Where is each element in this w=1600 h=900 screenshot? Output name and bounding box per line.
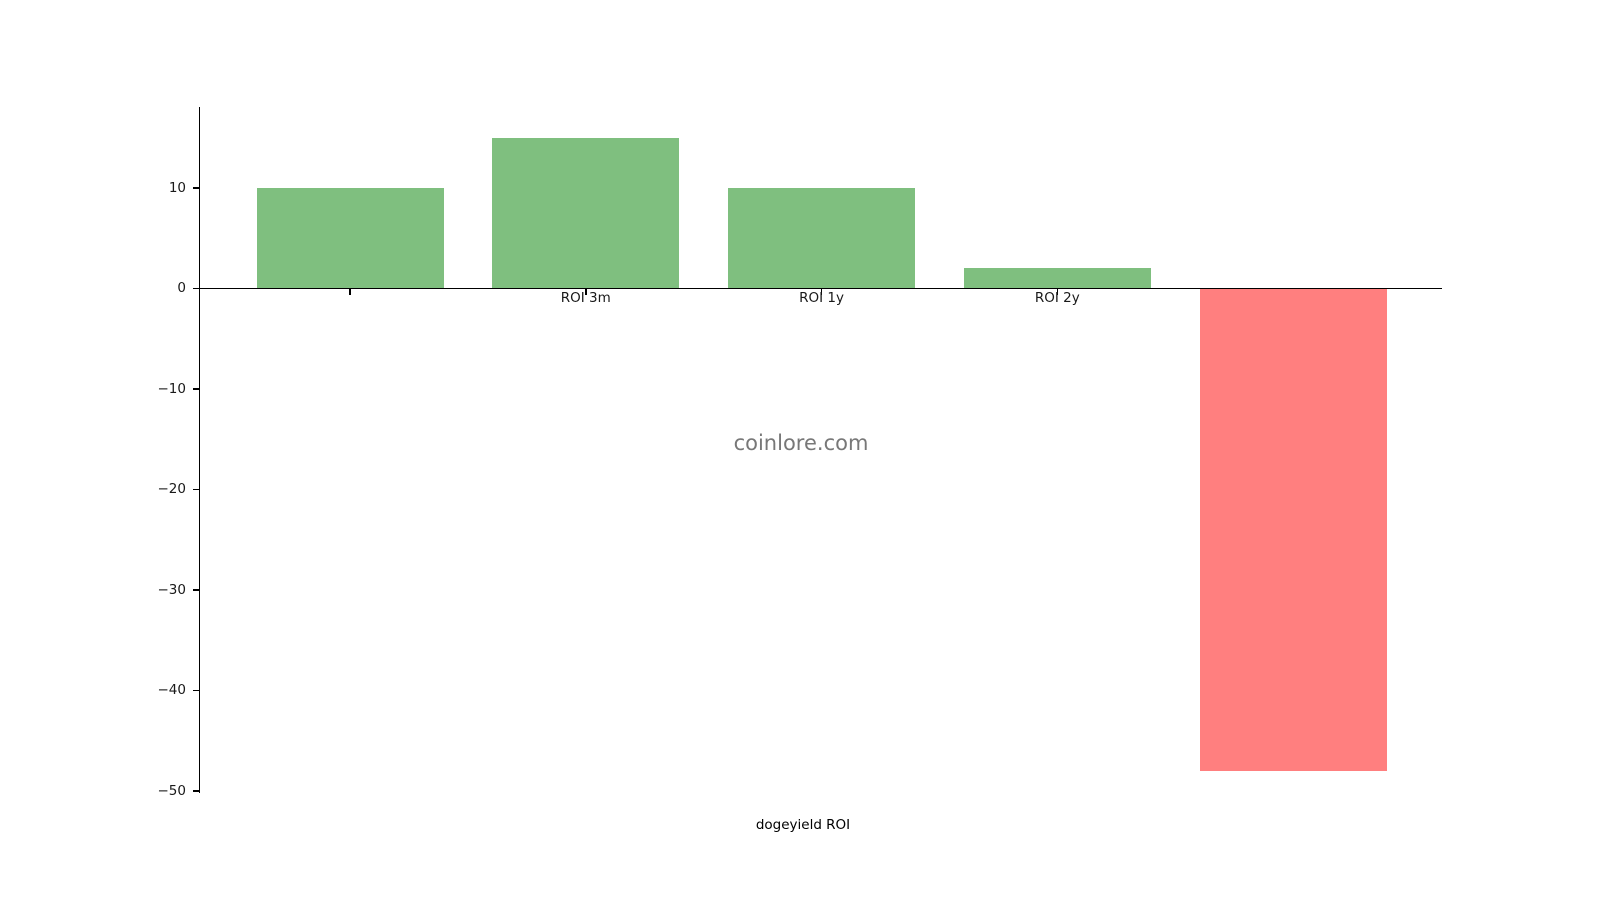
y-axis-line	[198, 107, 200, 793]
y-tick-label: 10	[168, 179, 186, 196]
bar-4	[1199, 288, 1387, 771]
bar-roi-2y	[963, 268, 1151, 289]
y-tick-mark	[192, 287, 199, 290]
x-tick-mark	[1056, 288, 1058, 295]
y-tick-label: −20	[157, 481, 187, 497]
x-tick-mark	[585, 288, 587, 295]
y-tick-mark	[192, 689, 199, 692]
y-tick-mark	[192, 589, 199, 591]
watermark-text: coinlore.com	[733, 431, 869, 455]
x-axis-line	[198, 287, 1442, 290]
y-tick-mark	[192, 488, 199, 491]
y-tick-label: 0	[177, 280, 186, 296]
x-tick-label: ROI 3m	[560, 289, 611, 306]
y-tick-label: −40	[157, 682, 187, 698]
y-tick-label: −50	[157, 782, 187, 799]
y-tick-label: −10	[157, 380, 187, 397]
x-tick-label: ROI 1y	[799, 289, 844, 306]
y-tick-mark	[192, 187, 199, 189]
y-tick-mark	[192, 790, 199, 792]
y-tick-mark	[192, 388, 199, 390]
x-tick-label: ROI 2y	[1034, 289, 1080, 306]
x-tick-mark	[820, 288, 823, 295]
bar-roi-1y	[728, 188, 915, 289]
y-tick-label: −30	[157, 581, 187, 598]
bar-0	[256, 188, 444, 289]
x-tick-mark	[349, 288, 351, 295]
bar-roi-3m	[492, 137, 680, 289]
x-axis-title: dogeyield ROI	[755, 817, 851, 833]
